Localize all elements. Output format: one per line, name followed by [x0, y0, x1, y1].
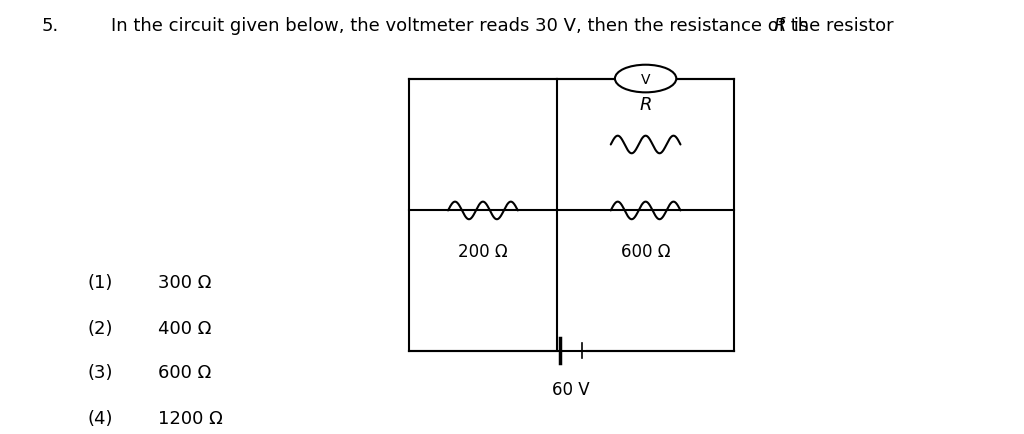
Text: is: is: [787, 16, 808, 35]
Text: 600 Ω: 600 Ω: [621, 242, 671, 260]
Text: (3): (3): [88, 363, 114, 381]
Text: 400 Ω: 400 Ω: [158, 319, 211, 338]
Circle shape: [615, 66, 676, 93]
Text: V: V: [641, 72, 650, 86]
Text: R: R: [774, 16, 786, 35]
Text: (2): (2): [88, 319, 114, 338]
Text: (1): (1): [88, 273, 114, 292]
Text: 1200 Ω: 1200 Ω: [158, 409, 222, 427]
Text: (4): (4): [88, 409, 114, 427]
Text: 60 V: 60 V: [552, 380, 590, 398]
Text: In the circuit given below, the voltmeter reads 30 V, then the resistance of the: In the circuit given below, the voltmete…: [111, 16, 899, 35]
Text: 300 Ω: 300 Ω: [158, 273, 211, 292]
Text: 600 Ω: 600 Ω: [158, 363, 211, 381]
Text: 5.: 5.: [41, 16, 58, 35]
Text: R: R: [639, 96, 652, 114]
Text: 200 Ω: 200 Ω: [458, 242, 508, 260]
